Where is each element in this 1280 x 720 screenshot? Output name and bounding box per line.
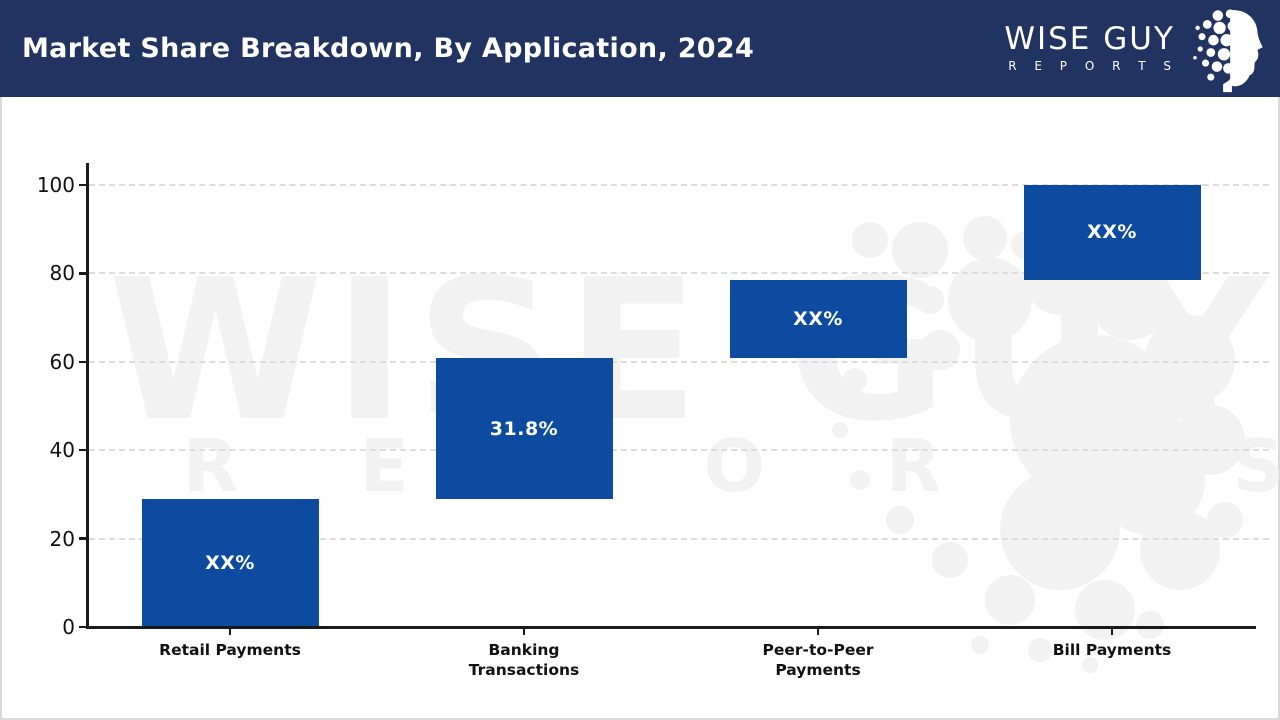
x-tick-label: Peer-to-Peer Payments [698,640,938,680]
bar-value-label: 31.8% [489,417,559,440]
bar-value-label: XX% [793,307,843,330]
y-tick-label: 0 [62,615,75,639]
y-axis-line [86,163,89,628]
y-tick-mark [79,625,87,629]
gridline-100 [89,184,1269,186]
x-tick-label-line: Transactions [468,661,580,679]
y-tick-label: 80 [49,261,75,286]
x-tick-label: Bill Payments [992,640,1232,660]
y-tick-label: 40 [49,438,75,463]
gridline-40 [89,449,1269,452]
x-tick-mark [1110,627,1114,635]
y-tick-label: 100 [36,173,75,197]
bar-value-label: XX% [1087,221,1137,244]
y-tick-mark [79,448,87,452]
gridline-20 [89,537,1269,540]
x-tick-label-line: Banking [488,641,560,659]
header-bar: Market Share Breakdown, By Application, … [0,0,1280,97]
page-title: Market Share Breakdown, By Application, … [22,33,755,64]
logo-head-icon [1193,8,1263,92]
bar-banking-transactions: 31.8% [435,358,613,499]
x-tick-label-line: Peer-to-Peer [762,641,874,659]
y-tick-mark [79,272,87,275]
x-tick-label-line: Bill Payments [1052,641,1172,659]
x-tick-mark [522,627,526,635]
y-tick-mark [79,360,87,364]
x-tick-label-line: Payments [775,661,861,679]
bar-value-label: XX% [205,551,255,574]
x-tick-label: Banking Transactions [404,640,644,680]
y-tick-mark [79,183,87,187]
x-tick-label: Retail Payments [110,640,350,660]
x-tick-label-line: Retail Payments [159,641,301,659]
logo-reports-text: R E P O R T S [1008,59,1178,73]
x-tick-mark [228,627,232,635]
bar-retail-payments: XX% [141,498,319,627]
gridline-80 [89,272,1269,275]
x-tick-mark [816,627,820,635]
gridline-60 [89,360,1269,363]
bar-peer-to-peer-payments: XX% [729,279,907,359]
bar-bill-payments: XX% [1023,185,1201,280]
y-tick-label: 60 [49,349,75,374]
wiseguy-logo: WISE GUY R E P O R T S [1001,5,1266,93]
y-tick-mark [79,537,87,540]
logo-brand-text: WISE GUY [1004,21,1175,57]
y-tick-label: 20 [49,526,75,551]
x-axis-line [86,625,1256,629]
